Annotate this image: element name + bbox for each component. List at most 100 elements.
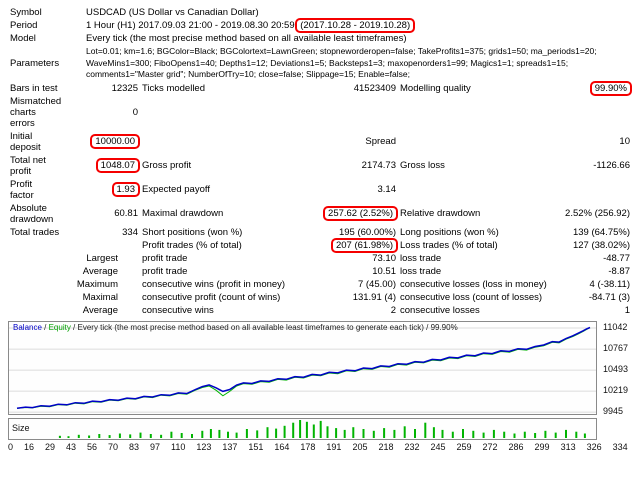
row-period: Period 1 Hour (H1) 2017.09.03 21:00 - 20… [8, 18, 632, 33]
x-axis-label: 272 [482, 441, 498, 452]
total-trades-value: 334 [122, 226, 138, 238]
x-axis-label: 164 [274, 441, 290, 452]
size-histogram [58, 419, 586, 438]
consecutive-losses-value: 4 (-38.11) [589, 278, 630, 290]
x-axis-label: 0 [8, 441, 14, 452]
mismatched-value: 0 [132, 106, 138, 118]
x-axis-label: 110 [171, 441, 186, 452]
row-model: Model Every tick (the most precise metho… [8, 32, 632, 45]
legend-quality: 99.90% [430, 322, 458, 332]
empty-cell [398, 130, 560, 154]
x-axis-labels: 0 16 29 43 56 70 83 97 110 123 137 151 164 178 191 205 2… [8, 442, 628, 452]
row-symbol: Symbol USDCAD (US Dollar vs Canadian Dol… [8, 6, 632, 19]
equity-line [16, 326, 591, 409]
modelling-quality-label: Modelling quality [400, 82, 471, 94]
size-histogram-pane: Size [8, 417, 597, 440]
row-parameters: Parameters Lot=0.01; km=1.6; BGColor=Bla… [8, 45, 632, 82]
profit-trades-cell: 207 (61.98%) [310, 237, 398, 253]
size-pane-label: Size [12, 422, 30, 433]
empty-cell [140, 130, 310, 154]
x-axis-label: 191 [326, 441, 342, 452]
y-axis-label: 10767 [603, 342, 629, 353]
x-axis-label: 137 [222, 441, 238, 452]
x-axis-label: 16 [24, 441, 35, 452]
gross-profit-value: 2174.73 [361, 160, 396, 171]
profit-factor-label: Profit factor [10, 178, 34, 201]
row-drawdown: Absolute drawdown 60.81 Maximal drawdown… [8, 202, 632, 226]
loss-trades-value: 127 (38.02%) [572, 239, 630, 251]
bars-label: Bars in test [10, 82, 58, 94]
legend-separator: / [423, 322, 431, 332]
symbol-value: USDCAD (US Dollar vs Canadian Dollar) [86, 7, 259, 18]
empty-cell [398, 178, 560, 202]
row-total-net-profit: Total net profit 1048.07 Gross profit 21… [8, 154, 632, 178]
long-positions-label: Long positions (won %) [400, 226, 499, 238]
x-axis-label: 97 [150, 441, 161, 452]
consecutive-wins-value: 7 (45.00) [357, 278, 396, 290]
average-label: Average [82, 265, 118, 277]
x-axis-label: 232 [404, 441, 420, 452]
profit-factor-cell: 1.93 [84, 178, 140, 202]
gross-profit-label: Gross profit [142, 160, 192, 171]
balance-equity-lines [9, 326, 596, 413]
largest-label: Largest [86, 252, 118, 264]
legend-equity: Equity [48, 322, 71, 332]
row-initial-deposit: Initial deposit 10000.00 Spread 10 [8, 130, 632, 154]
row-average-consecutive: Average consecutive wins 2 consecutive l… [8, 304, 632, 317]
ticks-modelled-value: 41523409 [353, 82, 396, 94]
x-axis-label: 313 [560, 441, 576, 452]
ticks-modelled-label: Ticks modelled [142, 82, 206, 94]
x-axis-label: 245 [430, 441, 446, 452]
consecutive-loss-label: consecutive loss (count of losses) [400, 291, 543, 303]
gross-loss-value: -1126.66 [593, 160, 630, 171]
x-axis-label: 70 [108, 441, 119, 452]
consecutive-loss-value: -84.71 (3) [588, 291, 630, 303]
average-profit-trade-value: 10.51 [372, 265, 396, 277]
absolute-drawdown-label: Absolute drawdown [10, 202, 54, 225]
legend-balance: Balance [13, 322, 42, 332]
average-consecutive-label: Average [82, 304, 118, 316]
modelling-quality-value-annotated: 99.90% [589, 80, 632, 96]
largest-profit-trade-value: 73.10 [372, 252, 396, 264]
maximal-drawdown-cell: 257.62 (2.52%) [310, 202, 398, 226]
balance-chart-section: Balance / Equity / Every tick (the most … [8, 320, 638, 452]
profit-trades-value-annotated: 207 (61.98%) [330, 237, 398, 253]
row-average-trade: Average profit trade 10.51 loss trade -8… [8, 265, 632, 278]
net-profit-cell: 1048.07 [84, 154, 140, 178]
y-axis-label: 10493 [603, 363, 629, 374]
y-axis-label: 11042 [603, 321, 628, 332]
y-axis-label: 10219 [603, 384, 629, 395]
avg-consecutive-wins-label: consecutive wins [142, 304, 214, 316]
model-label: Model [10, 33, 36, 44]
x-axis-label: 83 [129, 441, 140, 452]
expected-payoff-label: Expected payoff [142, 184, 210, 195]
total-trades-label: Total trades [10, 226, 60, 238]
largest-profit-trade-label: profit trade [142, 252, 188, 264]
balance-line [16, 326, 591, 409]
maximal-label: Maximal [82, 291, 118, 303]
profit-factor-value-annotated: 1.93 [111, 182, 140, 197]
report-table: Symbol USDCAD (US Dollar vs Canadian Dol… [8, 6, 632, 317]
consecutive-wins-label: consecutive wins (profit in money) [142, 278, 286, 290]
x-axis-label: 334 [612, 441, 628, 452]
consecutive-profit-value: 131.91 (4) [352, 291, 396, 303]
x-axis-label: 29 [45, 441, 56, 452]
bars-value: 12325 [111, 82, 138, 94]
consecutive-losses-label: consecutive losses (loss in money) [400, 278, 547, 290]
gross-loss-label: Gross loss [400, 160, 445, 171]
spread-value: 10 [619, 136, 630, 147]
period-range-annotated: (2017.10.28 - 2019.10.28) [295, 18, 416, 33]
spread-label: Spread [365, 136, 396, 147]
row-maximal-consecutive: Maximal consecutive profit (count of win… [8, 291, 632, 304]
avg-consecutive-wins-value: 2 [390, 304, 396, 316]
x-axis-label: 56 [87, 441, 98, 452]
initial-deposit-value-annotated: 10000.00 [90, 134, 140, 149]
average-loss-trade-label: loss trade [400, 265, 442, 277]
row-total-trades: Total trades 334 Short positions (won %)… [8, 226, 632, 239]
relative-drawdown-label: Relative drawdown [400, 208, 481, 219]
balance-equity-plot: Balance / Equity / Every tick (the most … [8, 320, 597, 415]
empty-cell [8, 239, 140, 252]
model-value: Every tick (the most precise method base… [86, 33, 407, 44]
mismatched-label: Mismatched charts errors [10, 95, 62, 129]
